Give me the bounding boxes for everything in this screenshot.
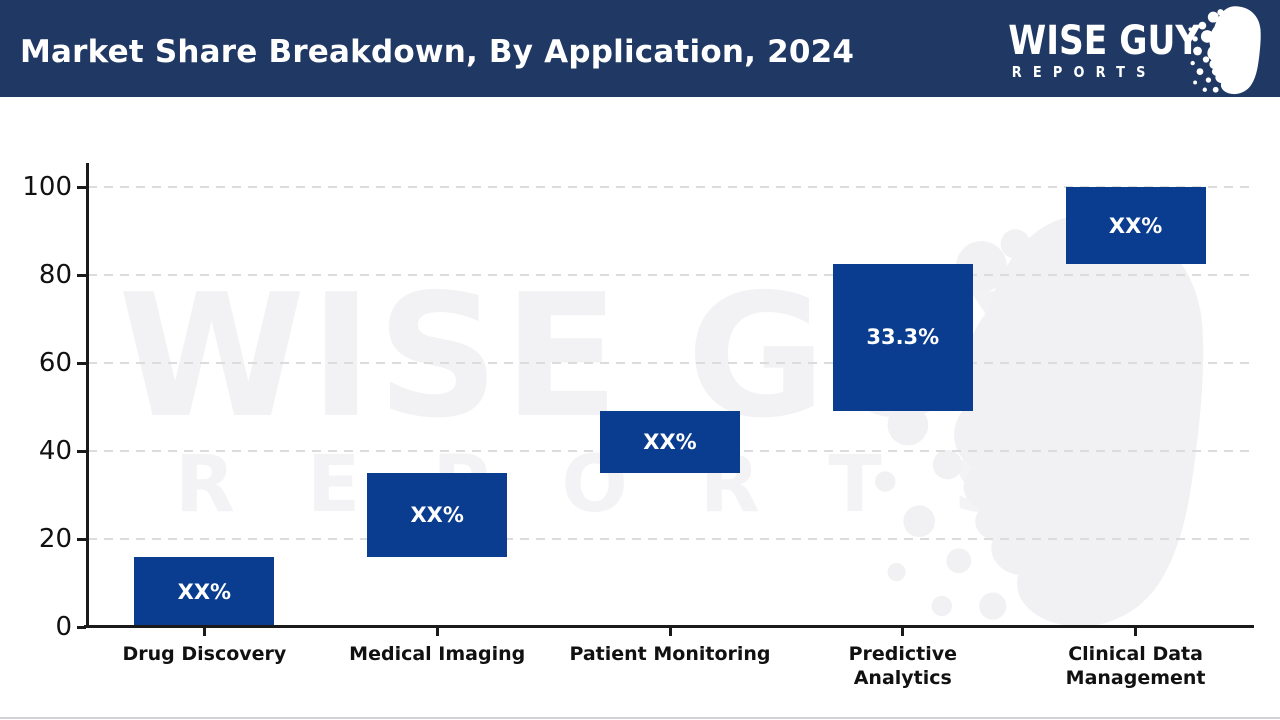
y-axis-tick-label: 0 xyxy=(55,612,72,642)
y-axis-tick-label: 60 xyxy=(38,348,72,378)
bar-value-label: XX% xyxy=(410,502,464,527)
x-axis-category-label: Patient Monitoring xyxy=(569,643,771,665)
bar-patient-monitoring: XX% xyxy=(600,410,740,473)
x-axis-category-label: Clinical Data Management xyxy=(1065,643,1206,689)
x-axis-category-label: Drug Discovery xyxy=(122,643,287,665)
y-axis-tick-label: 40 xyxy=(38,436,72,466)
y-axis-tick xyxy=(77,274,86,277)
gridline-60 xyxy=(88,362,1252,364)
bar-value-label: XX% xyxy=(177,579,232,604)
brand-logo: WISE GUY REPORTS xyxy=(977,1,1280,97)
bar-value-label: XX% xyxy=(1108,213,1163,238)
x-axis-tick xyxy=(202,628,206,636)
bar-drug-discovery: XX% xyxy=(134,556,275,627)
x-axis-tick xyxy=(901,628,905,636)
x-axis-line xyxy=(84,625,1254,628)
bottom-border xyxy=(0,717,1280,719)
bar-medical-imaging: XX% xyxy=(367,473,508,557)
logo-wordmark-sub: REPORTS xyxy=(1011,62,1157,81)
x-axis-category-label: Predictive Analytics xyxy=(848,643,957,689)
watermark-subtext: REPORTS xyxy=(175,440,1082,530)
y-axis-tick xyxy=(77,538,86,541)
x-axis-tick xyxy=(1134,628,1138,636)
gridline-20 xyxy=(88,538,1252,540)
y-axis-line xyxy=(86,163,89,628)
x-axis-tick xyxy=(435,628,439,636)
bar-clinical-data-management: XX% xyxy=(1065,187,1206,264)
x-axis-category-label: Medical Imaging xyxy=(349,643,526,665)
chart-title: Market Share Breakdown, By Application, … xyxy=(20,33,855,70)
logo-wordmark-main: WISE GUY xyxy=(1007,17,1200,64)
y-axis-tick-label: 80 xyxy=(38,260,72,290)
gridline-100 xyxy=(88,186,1252,188)
bar-predictive-analytics: 33.3% xyxy=(832,264,973,411)
gridline-80 xyxy=(88,274,1252,276)
dotted-head-logo-icon xyxy=(1188,5,1261,94)
x-axis-tick xyxy=(668,628,672,636)
logo-wordmark: WISE GUY REPORTS xyxy=(1008,21,1200,81)
y-axis-tick-label: 100 xyxy=(22,172,72,202)
y-axis-tick xyxy=(77,186,86,189)
bar-value-label: XX% xyxy=(643,429,697,454)
bar-value-label: 33.3% xyxy=(866,325,940,350)
y-axis-tick-label: 20 xyxy=(38,524,72,554)
header-bar: Market Share Breakdown, By Application, … xyxy=(0,0,1280,97)
plot-area: 0 20 40 60 80 100 XX% Drug Discovery XX% Medical … xyxy=(22,172,1252,689)
y-axis-tick xyxy=(77,626,86,629)
y-axis-tick xyxy=(77,450,86,453)
y-axis-tick xyxy=(77,362,86,365)
